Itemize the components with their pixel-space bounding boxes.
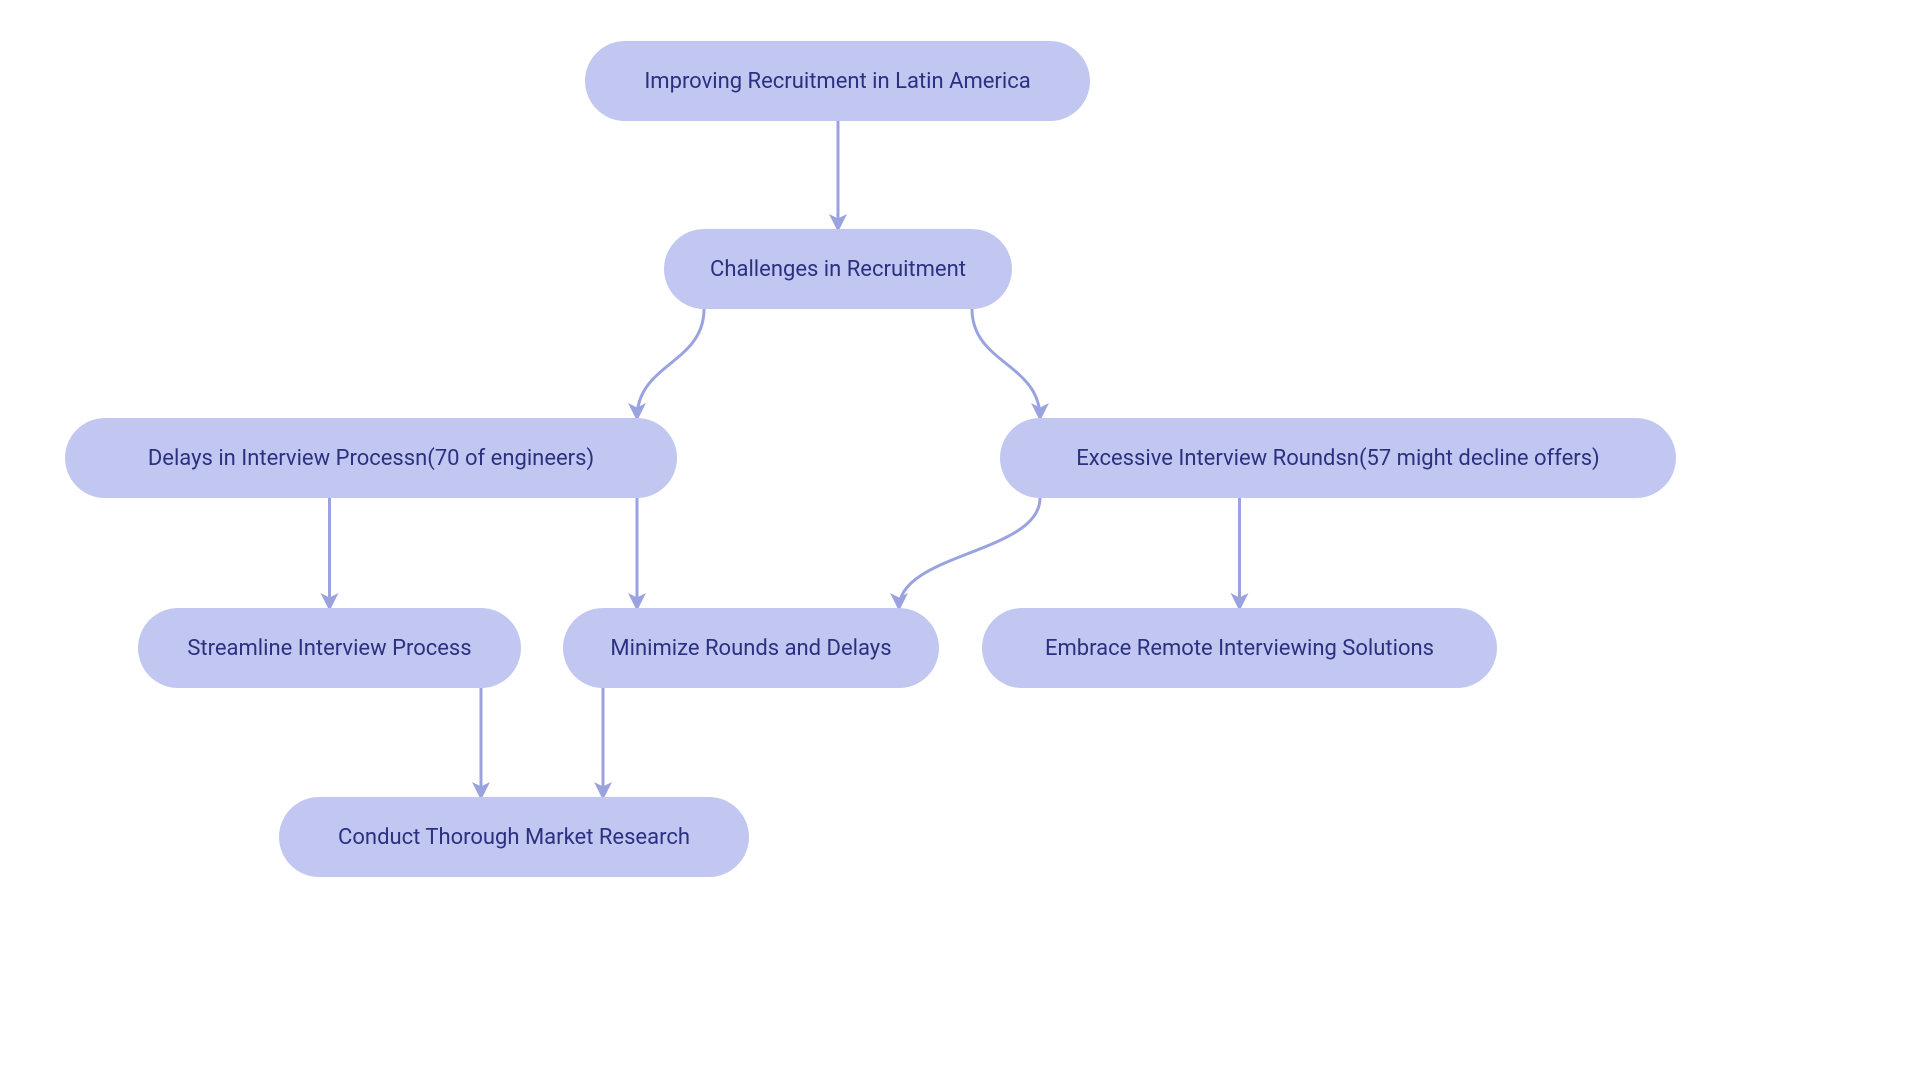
node-delays: Delays in Interview Processn(70 of engin… xyxy=(65,418,677,498)
node-excessive: Excessive Interview Roundsn(57 might dec… xyxy=(1000,418,1676,498)
edge-challenges-to-delays xyxy=(637,309,704,418)
edges-layer xyxy=(0,0,1920,1083)
edge-challenges-to-excessive xyxy=(972,309,1040,418)
node-root: Improving Recruitment in Latin America xyxy=(585,41,1090,121)
node-research: Conduct Thorough Market Research xyxy=(279,797,749,877)
flowchart-canvas: Improving Recruitment in Latin America Ch… xyxy=(0,0,1920,1083)
node-streamline: Streamline Interview Process xyxy=(138,608,521,688)
node-minimize: Minimize Rounds and Delays xyxy=(563,608,939,688)
node-embrace: Embrace Remote Interviewing Solutions xyxy=(982,608,1497,688)
node-challenges: Challenges in Recruitment xyxy=(664,229,1012,309)
edge-excessive-to-minimize xyxy=(899,498,1040,608)
